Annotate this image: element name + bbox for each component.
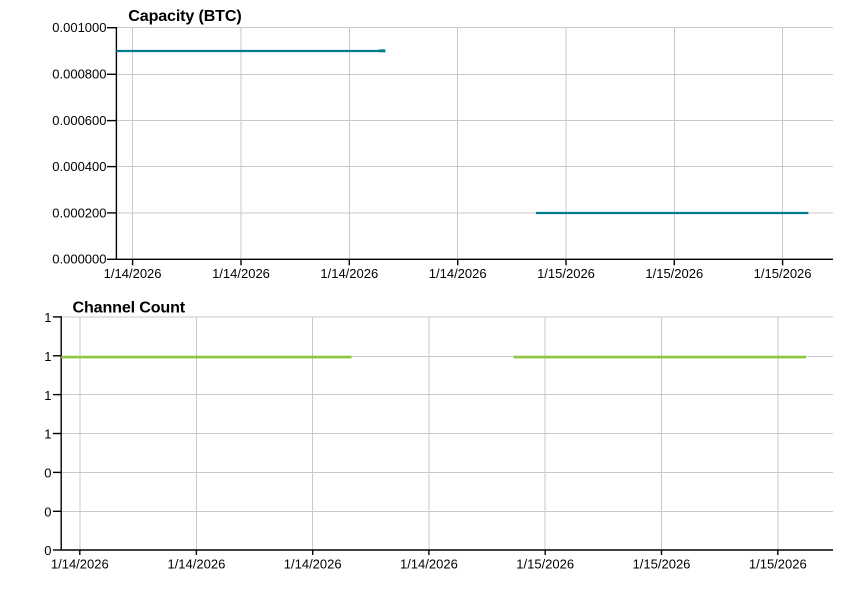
svg-text:1/14/2026: 1/14/2026 (167, 557, 225, 572)
svg-text:1/14/2026: 1/14/2026 (400, 557, 458, 572)
svg-text:0: 0 (44, 466, 51, 481)
svg-text:1/15/2026: 1/15/2026 (633, 557, 691, 572)
svg-text:0.000400: 0.000400 (52, 159, 106, 174)
svg-text:Capacity (BTC): Capacity (BTC) (128, 7, 241, 25)
svg-text:0.000000: 0.000000 (52, 252, 106, 267)
svg-text:1: 1 (44, 427, 51, 442)
svg-text:Channel Count: Channel Count (73, 299, 186, 317)
svg-text:0: 0 (44, 505, 51, 520)
svg-text:1/14/2026: 1/14/2026 (51, 557, 109, 572)
svg-text:0.000200: 0.000200 (52, 205, 106, 220)
svg-text:1/14/2026: 1/14/2026 (104, 266, 162, 281)
svg-text:1/15/2026: 1/15/2026 (516, 557, 574, 572)
svg-text:1: 1 (44, 388, 51, 403)
svg-text:0: 0 (44, 543, 51, 558)
svg-text:1/14/2026: 1/14/2026 (212, 266, 270, 281)
svg-text:1/14/2026: 1/14/2026 (284, 557, 342, 572)
svg-text:1: 1 (44, 349, 51, 364)
svg-text:1/15/2026: 1/15/2026 (754, 266, 812, 281)
svg-text:0.000800: 0.000800 (52, 67, 106, 82)
svg-text:0.001000: 0.001000 (52, 20, 106, 35)
svg-text:1/14/2026: 1/14/2026 (429, 266, 487, 281)
svg-text:1/14/2026: 1/14/2026 (320, 266, 378, 281)
svg-text:1: 1 (44, 310, 51, 325)
svg-text:0.000600: 0.000600 (52, 113, 106, 128)
svg-text:1/15/2026: 1/15/2026 (645, 266, 703, 281)
svg-text:1/15/2026: 1/15/2026 (749, 557, 807, 572)
svg-text:1/15/2026: 1/15/2026 (537, 266, 595, 281)
